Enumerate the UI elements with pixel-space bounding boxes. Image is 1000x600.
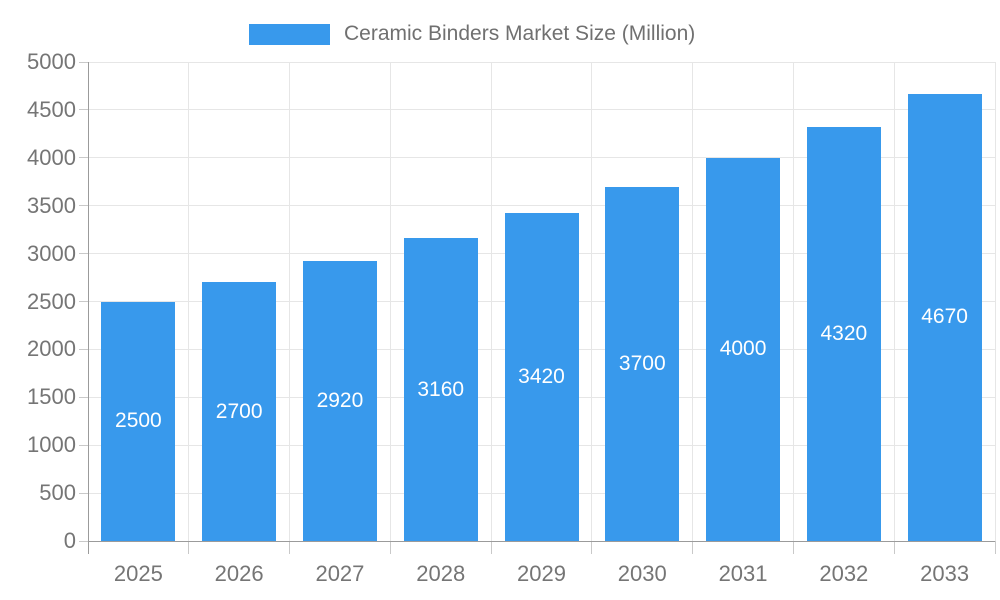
bar-value-label: 3420 (518, 365, 565, 389)
bar-value-label: 4670 (921, 305, 968, 329)
x-axis-tick (893, 541, 895, 554)
y-axis-tick-label: 4000 (27, 144, 76, 170)
bar-2031[interactable]: 4000 (706, 157, 781, 541)
x-axis-category-label: 2032 (819, 561, 869, 586)
bar-2032[interactable]: 4320 (806, 127, 881, 541)
x-axis-tick (289, 541, 291, 554)
gridline-horizontal (88, 109, 995, 111)
gridline-vertical (389, 62, 391, 541)
y-axis-tick-label: 3000 (27, 240, 76, 266)
x-axis-category-label: 2030 (617, 561, 667, 586)
x-axis-tick (591, 541, 593, 554)
gridline-vertical (994, 62, 996, 541)
bar-2030[interactable]: 3700 (605, 186, 680, 541)
bar-value-label: 2920 (316, 389, 364, 413)
y-axis-tick (79, 444, 88, 446)
bar-2025[interactable]: 2500 (101, 301, 176, 541)
legend-item[interactable]: Ceramic Binders Market Size (Million) (249, 22, 695, 46)
y-axis-tick (79, 109, 88, 111)
y-axis-tick (79, 157, 88, 159)
bar-value-label: 3700 (618, 351, 666, 375)
legend-label: Ceramic Binders Market Size (Million) (344, 22, 696, 45)
x-axis-category-label: 2033 (920, 561, 970, 586)
bar-2029[interactable]: 3420 (504, 213, 579, 541)
x-axis-tick (389, 541, 391, 554)
x-axis-line (88, 540, 995, 542)
y-axis-tick-label: 3500 (27, 192, 76, 218)
y-axis-tick-label: 0 (63, 528, 76, 553)
bar-2026[interactable]: 2700 (202, 282, 277, 541)
y-axis-line (87, 62, 89, 554)
y-axis-tick-label: 2500 (27, 288, 76, 314)
x-axis-tick (792, 541, 794, 554)
x-axis-tick (188, 541, 190, 554)
bar-value-label: 2700 (215, 399, 263, 423)
bar-2028[interactable]: 3160 (403, 238, 478, 541)
x-axis-category-label: 2026 (214, 561, 264, 586)
y-axis-tick (79, 253, 88, 255)
y-axis-tick (79, 61, 88, 63)
y-axis-tick-label: 500 (39, 480, 76, 506)
bar-2027[interactable]: 2920 (302, 261, 377, 541)
y-axis-tick (79, 396, 88, 398)
gridline-vertical (893, 62, 895, 541)
x-axis-category-label: 2031 (718, 561, 768, 586)
y-axis-tick-label: 4500 (27, 96, 76, 122)
gridline-horizontal (88, 205, 995, 207)
x-axis-category-label: 2025 (113, 561, 163, 586)
y-axis-tick (79, 301, 88, 302)
x-axis-tick (692, 541, 694, 554)
x-axis-category-label: 2028 (416, 561, 466, 586)
gridline-vertical (490, 62, 492, 541)
x-axis-tick (490, 541, 492, 554)
bar-value-label: 4320 (820, 322, 868, 346)
bar-2033[interactable]: 4670 (907, 93, 982, 541)
y-axis-tick-label: 5000 (27, 49, 76, 74)
gridline-vertical (289, 62, 291, 541)
y-axis-tick-label: 2000 (27, 336, 76, 362)
y-axis-tick (79, 492, 88, 494)
gridline-vertical (591, 62, 593, 541)
y-axis-tick (79, 540, 88, 542)
y-axis-tick-label: 1500 (27, 384, 76, 410)
gridline-vertical (188, 62, 190, 541)
y-axis-tick (79, 348, 88, 350)
gridline-horizontal (88, 61, 995, 63)
x-axis-tick (994, 541, 996, 554)
y-axis-tick (79, 205, 88, 207)
x-axis-category-label: 2027 (315, 561, 365, 586)
y-axis-tick-label: 1000 (27, 432, 76, 458)
gridline-vertical (792, 62, 794, 541)
legend-swatch[interactable] (249, 23, 330, 45)
plot-area: 0 500 1000 1500 2000 2500 3000 3500 4000 4500 5000… (27, 50, 996, 586)
bar-value-label: 4000 (719, 337, 767, 361)
bar-value-label: 3160 (417, 377, 465, 401)
bar-value-label: 2500 (115, 409, 162, 433)
x-axis-category-label: 2029 (517, 561, 566, 586)
gridline-horizontal (88, 157, 995, 159)
gridline-vertical (692, 62, 694, 541)
